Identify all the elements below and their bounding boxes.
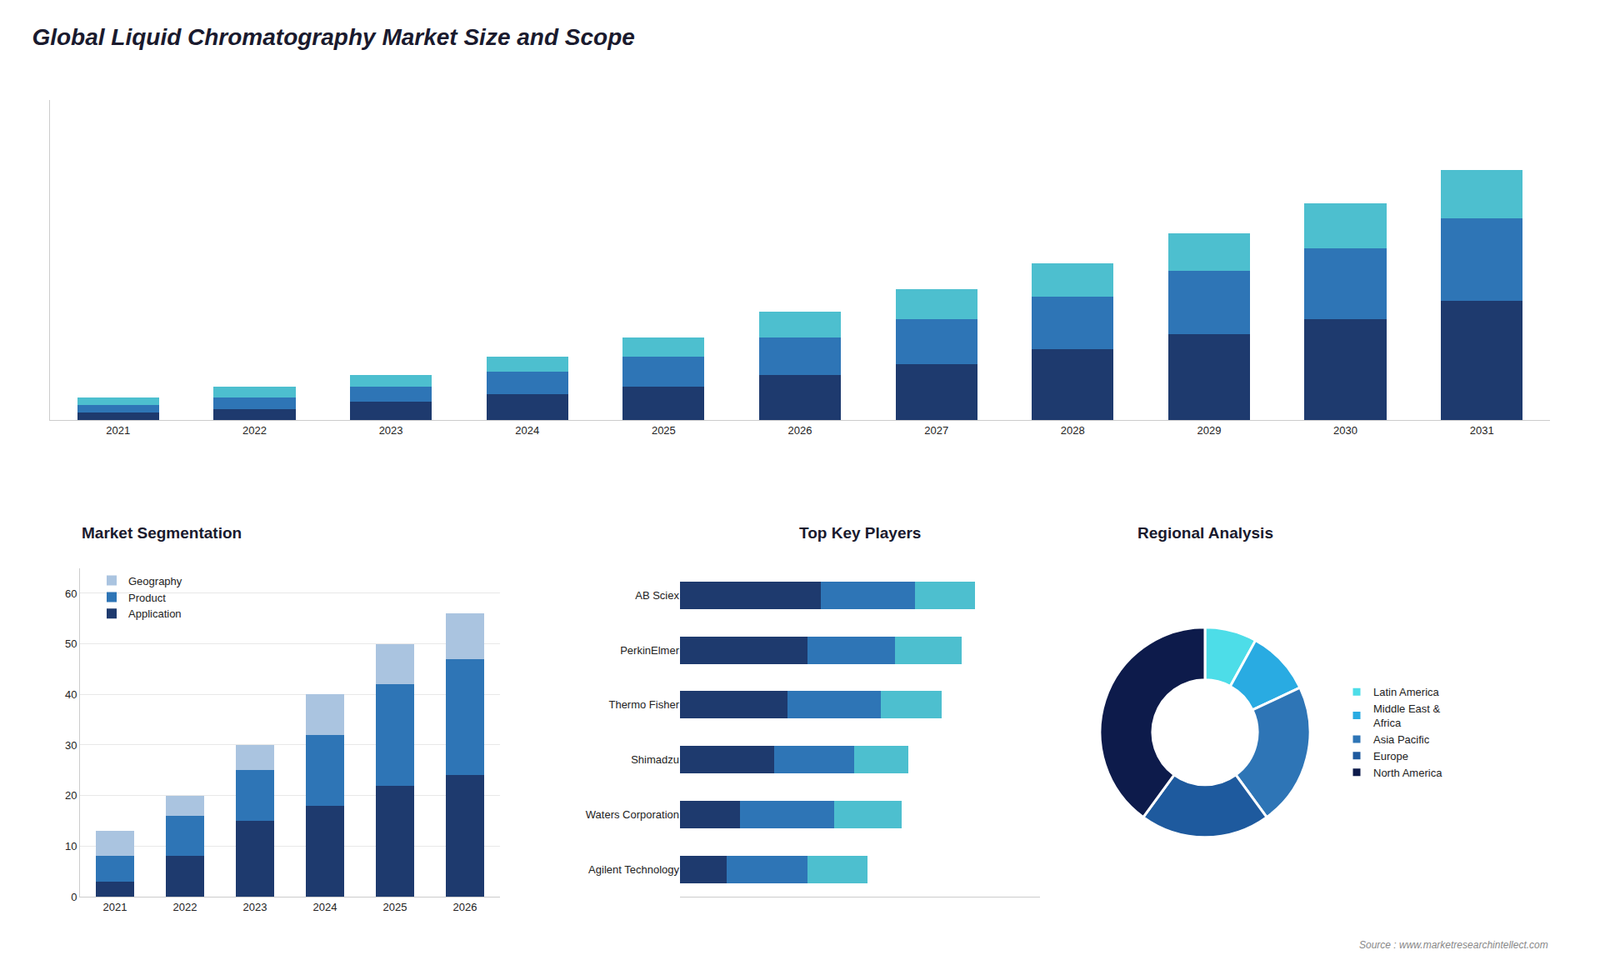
svg-text:AB Sciex: AB Sciex <box>635 589 680 602</box>
svg-text:North America: North America <box>1373 766 1443 780</box>
svg-text:2025: 2025 <box>651 424 676 437</box>
svg-text:Agilent Technology: Agilent Technology <box>588 863 680 876</box>
svg-text:Shimadzu: Shimadzu <box>630 753 680 766</box>
svg-text:2022: 2022 <box>242 424 267 437</box>
svg-text:60: 60 <box>65 586 77 600</box>
svg-text:Geography: Geography <box>128 575 183 588</box>
svg-text:2021: 2021 <box>103 900 128 914</box>
svg-text:50: 50 <box>65 637 77 650</box>
svg-text:Latin America: Latin America <box>1373 685 1440 699</box>
svg-text:Europe: Europe <box>1373 750 1409 763</box>
svg-text:2022: 2022 <box>173 900 198 914</box>
svg-text:20: 20 <box>65 789 77 802</box>
svg-text:30: 30 <box>65 739 77 752</box>
svg-text:2021: 2021 <box>105 424 130 437</box>
svg-text:Product: Product <box>128 591 166 605</box>
svg-text:40: 40 <box>65 688 77 701</box>
svg-text:2026: 2026 <box>788 424 813 437</box>
svg-text:2031: 2031 <box>1470 424 1495 437</box>
svg-text:Global Liquid Chromatography M: Global Liquid Chromatography Market Size… <box>31 24 635 50</box>
svg-text:Application: Application <box>128 607 182 620</box>
svg-text:2023: 2023 <box>379 424 404 437</box>
svg-text:2027: 2027 <box>924 424 949 437</box>
svg-text:2025: 2025 <box>383 900 408 914</box>
svg-text:Regional Analysis: Regional Analysis <box>1137 524 1274 542</box>
svg-text:PerkinElmer: PerkinElmer <box>620 644 680 657</box>
svg-text:Waters Corporation: Waters Corporation <box>585 808 680 821</box>
svg-text:10: 10 <box>65 840 77 853</box>
svg-text:2030: 2030 <box>1333 424 1358 437</box>
svg-text:Source : www.marketresearchint: Source : www.marketresearchintellect.com <box>1359 939 1549 951</box>
svg-text:Top Key Players: Top Key Players <box>799 524 921 542</box>
svg-text:2023: 2023 <box>243 900 268 914</box>
svg-text:Thermo Fisher: Thermo Fisher <box>608 698 680 711</box>
svg-text:Market Segmentation: Market Segmentation <box>81 524 242 542</box>
svg-text:2028: 2028 <box>1060 424 1085 437</box>
svg-text:0: 0 <box>70 890 77 904</box>
svg-text:Middle East &Africa: Middle East &Africa <box>1373 702 1441 730</box>
svg-text:Asia Pacific: Asia Pacific <box>1373 733 1430 746</box>
svg-text:2026: 2026 <box>453 900 478 914</box>
svg-text:2024: 2024 <box>313 900 338 914</box>
svg-text:2029: 2029 <box>1196 424 1221 437</box>
svg-text:2024: 2024 <box>515 424 540 437</box>
